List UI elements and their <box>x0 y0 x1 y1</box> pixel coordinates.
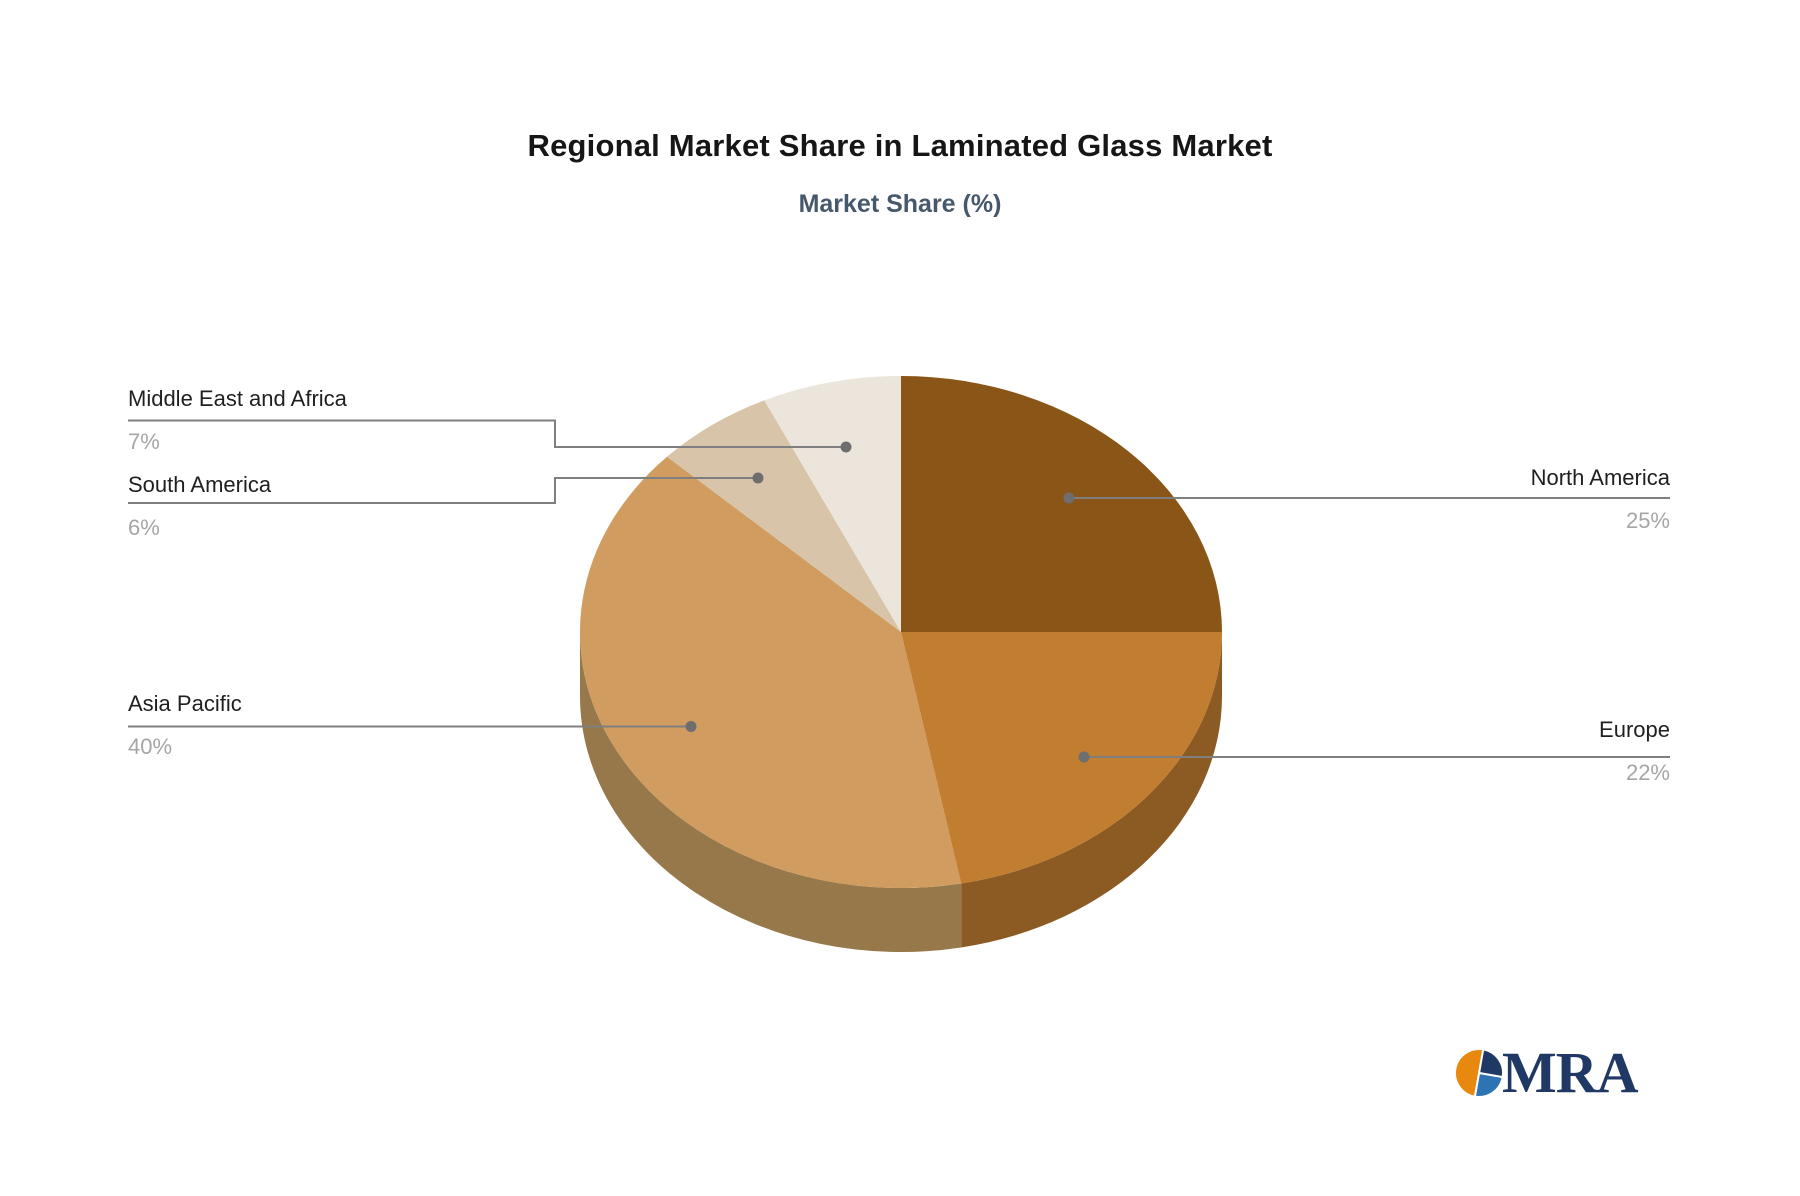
slice-label-name: Asia Pacific <box>128 691 242 716</box>
pie-slice-asia-pacific[interactable] <box>580 456 962 888</box>
brand-logo-text: MRA <box>1502 1040 1639 1105</box>
slice-label-north-america: North America 25% <box>1531 464 1670 534</box>
slice-label-percent: 25% <box>1625 508 1670 533</box>
slice-label-name: Europe <box>1599 717 1670 742</box>
pie-slice-side-europe <box>961 632 1222 948</box>
logo-wedge-blue <box>1473 1071 1504 1098</box>
slice-label-middle-east-and-africa: Middle East and Africa 7% <box>128 385 347 455</box>
logo-wedge-navy <box>1477 1048 1504 1079</box>
leader-dot-europe <box>1078 751 1090 763</box>
pie-slice-north-america[interactable] <box>901 376 1222 632</box>
pie-3d-sides <box>580 632 1222 952</box>
leader-dot-north-america <box>1063 492 1075 504</box>
leader-lines <box>128 419 1670 763</box>
slice-label-south-america: South America 6% <box>128 471 271 541</box>
pie-slice-middle-east-and-africa[interactable] <box>764 376 901 632</box>
pie-slice-south-america[interactable] <box>667 400 901 632</box>
slice-label-europe: Europe 22% <box>1599 716 1670 786</box>
leader-dot-asia-pacific <box>685 721 697 732</box>
pie-slice-side-asia-pacific <box>580 632 962 952</box>
brand-logo: MRA <box>1452 1040 1639 1106</box>
chart-subtitle: Market Share (%) <box>798 190 1002 218</box>
leader-line-south-america <box>128 477 758 504</box>
slice-label-percent: 6% <box>128 515 160 540</box>
leader-dot-middle-east-and-africa <box>840 441 852 453</box>
slice-label-name: South America <box>128 472 272 497</box>
logo-wedge-orange <box>1454 1048 1485 1098</box>
brand-logo-pie-icon <box>1454 1048 1504 1098</box>
slice-label-asia-pacific: Asia Pacific 40% <box>128 690 242 760</box>
pie-slice-europe[interactable] <box>901 632 1222 884</box>
slice-label-percent: 22% <box>1625 760 1670 785</box>
chart-title: Regional Market Share in Laminated Glass… <box>527 128 1273 163</box>
pie-slices <box>580 376 1222 888</box>
slice-label-percent: 40% <box>128 734 173 759</box>
leader-line-middle-east-and-africa <box>128 419 846 448</box>
leader-dot-south-america <box>752 472 764 484</box>
slice-label-name: Middle East and Africa <box>128 386 347 411</box>
slice-label-name: North America <box>1530 465 1670 490</box>
slice-label-percent: 7% <box>128 429 160 454</box>
